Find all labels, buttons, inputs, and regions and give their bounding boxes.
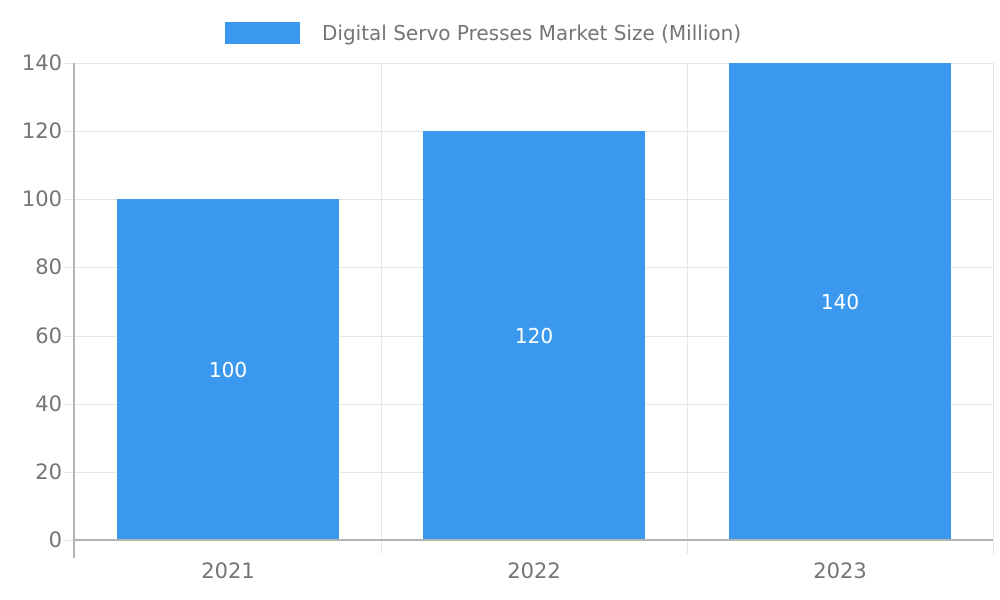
y-axis-label: 80 [35, 255, 62, 279]
legend-label: Digital Servo Presses Market Size (Milli… [322, 21, 742, 45]
x-axis-line [73, 539, 993, 541]
y-tick-mark [64, 267, 75, 268]
x-axis-label: 2022 [507, 559, 561, 583]
bar-2021 [117, 199, 339, 540]
x-gridline [993, 63, 994, 540]
y-gridline [75, 63, 993, 64]
bar-data-label: 120 [514, 323, 554, 348]
chart-legend[interactable]: Digital Servo Presses Market Size (Milli… [225, 21, 741, 45]
x-tick-mark [687, 540, 688, 554]
y-tick-mark [64, 472, 75, 473]
legend-swatch [225, 22, 300, 44]
y-axis-label: 20 [35, 460, 62, 484]
bar-2023 [729, 63, 951, 540]
y-axis-label: 100 [21, 187, 62, 211]
y-axis-label: 40 [35, 392, 62, 416]
y-axis-label: 0 [48, 528, 62, 552]
bar-2022 [423, 131, 645, 540]
y-tick-mark [64, 540, 75, 541]
bar-data-label: 140 [820, 289, 860, 314]
y-axis-label: 140 [21, 51, 62, 75]
x-gridline [381, 63, 382, 540]
y-axis-label: 120 [21, 119, 62, 143]
y-tick-mark [64, 199, 75, 200]
y-tick-mark [64, 63, 75, 64]
x-tick-mark [381, 540, 382, 554]
x-tick-mark [993, 540, 994, 554]
x-axis-label: 2023 [813, 559, 867, 583]
bar-data-label: 100 [208, 357, 248, 382]
x-gridline [687, 63, 688, 540]
x-axis-label: 2021 [201, 559, 255, 583]
y-tick-mark [64, 336, 75, 337]
y-axis-line [73, 63, 75, 558]
y-tick-mark [64, 131, 75, 132]
y-tick-mark [64, 404, 75, 405]
y-axis-label: 60 [35, 324, 62, 348]
